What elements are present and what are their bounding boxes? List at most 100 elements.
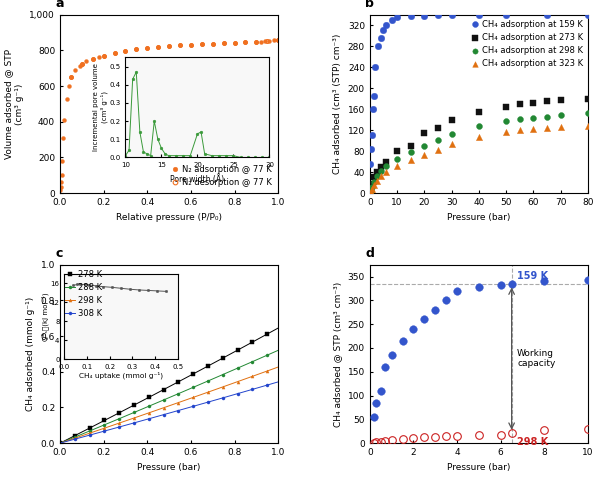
278 K bbox=[112, 412, 119, 418]
N₂ desorption @ 77 K bbox=[253, 39, 260, 45]
298 K bbox=[127, 416, 134, 422]
N₂ adsorption @ 77 K bbox=[220, 40, 227, 46]
N₂ adsorption @ 77 K bbox=[61, 117, 68, 123]
CH₄ adsorption at 273 K bbox=[369, 173, 379, 181]
N₂ adsorption @ 77 K bbox=[58, 180, 65, 186]
N₂ adsorption @ 77 K bbox=[231, 40, 238, 46]
Text: Working
capacity: Working capacity bbox=[517, 349, 556, 368]
CH₄ adsorption at 159 K bbox=[433, 11, 443, 19]
CH₄ adsorption at 273 K bbox=[447, 116, 457, 124]
CH₄ adsorption at 159 K bbox=[369, 92, 379, 100]
N₂ adsorption @ 77 K bbox=[143, 45, 151, 51]
N₂ adsorption @ 77 K bbox=[65, 83, 73, 89]
308 K bbox=[94, 430, 101, 436]
CH₄ adsorption at 273 K bbox=[367, 180, 377, 187]
Y-axis label: CH₄ adsorbed (mmol g⁻¹): CH₄ adsorbed (mmol g⁻¹) bbox=[26, 297, 35, 411]
288 K bbox=[56, 440, 64, 446]
N₂ adsorption @ 77 K bbox=[58, 172, 65, 178]
288 K bbox=[119, 414, 127, 420]
N₂ adsorption @ 77 K bbox=[71, 67, 79, 73]
CH₄ adsorption at 273 K bbox=[529, 99, 538, 107]
CH₄ adsorption at 159 K bbox=[366, 145, 376, 152]
N₂ adsorption @ 77 K bbox=[78, 61, 85, 67]
278 K bbox=[94, 421, 101, 427]
CH₄ adsorption at 159 K bbox=[447, 11, 457, 19]
298 K bbox=[112, 421, 119, 427]
Legend: 278 K, 288 K, 298 K, 308 K: 278 K, 288 K, 298 K, 308 K bbox=[62, 266, 106, 321]
CH₄ adsorption at 159 K bbox=[382, 21, 391, 29]
CH₄ adsorption at 273 K bbox=[382, 158, 391, 166]
CH₄ adsorption at 323 K bbox=[529, 125, 538, 133]
X-axis label: Pressure (bar): Pressure (bar) bbox=[447, 213, 511, 222]
Text: a: a bbox=[56, 0, 64, 10]
Text: 159 K: 159 K bbox=[517, 271, 548, 281]
CH₄ adsorption at 323 K bbox=[392, 162, 402, 170]
CH₄ adsorption at 298 K bbox=[376, 167, 386, 175]
CH₄ adsorption at 273 K bbox=[366, 185, 376, 193]
N₂ desorption @ 77 K bbox=[209, 40, 217, 46]
CH₄ adsorption at 273 K bbox=[474, 108, 484, 116]
CH₄ adsorption at 323 K bbox=[419, 151, 429, 159]
N₂ adsorption @ 77 K bbox=[133, 46, 140, 52]
Line: 308 K: 308 K bbox=[58, 380, 280, 445]
N₂ adsorption @ 77 K bbox=[155, 44, 162, 50]
N₂ adsorption @ 77 K bbox=[95, 55, 103, 60]
298 K bbox=[56, 440, 64, 446]
N₂ adsorption @ 77 K bbox=[100, 53, 107, 59]
N₂ desorption @ 77 K bbox=[155, 44, 162, 50]
CH₄ adsorption at 298 K bbox=[392, 155, 402, 163]
Legend: N₂ adsorption @ 77 K, N₂ desorption @ 77 K: N₂ adsorption @ 77 K, N₂ desorption @ 77… bbox=[167, 162, 275, 191]
288 K bbox=[275, 347, 282, 353]
N₂ adsorption @ 77 K bbox=[76, 63, 83, 69]
278 K bbox=[130, 402, 137, 408]
CH₄ adsorption at 323 K bbox=[583, 122, 593, 130]
CH₄ adsorption at 323 K bbox=[369, 181, 379, 188]
CH₄ adsorption at 159 K bbox=[367, 131, 377, 139]
N₂ desorption @ 77 K bbox=[231, 40, 238, 46]
308 K bbox=[56, 440, 64, 446]
Line: N₂ adsorption @ 77 K: N₂ adsorption @ 77 K bbox=[58, 37, 280, 192]
N₂ desorption @ 77 K bbox=[133, 46, 140, 52]
CH₄ adsorption at 298 K bbox=[366, 187, 376, 194]
308 K bbox=[275, 379, 282, 385]
CH₄ adsorption at 298 K bbox=[529, 114, 538, 122]
CH₄ adsorption at 273 K bbox=[392, 147, 402, 155]
CH₄ adsorption at 159 K bbox=[406, 12, 416, 20]
CH₄ adsorption at 273 K bbox=[515, 100, 524, 108]
CH₄ adsorption at 273 K bbox=[376, 163, 386, 171]
CH₄ adsorption at 323 K bbox=[474, 133, 484, 141]
N₂ adsorption @ 77 K bbox=[266, 38, 273, 44]
CH₄ adsorption at 298 K bbox=[447, 131, 457, 138]
X-axis label: Pressure (bar): Pressure (bar) bbox=[447, 463, 511, 471]
CH₄ adsorption at 273 K bbox=[406, 142, 416, 150]
N₂ desorption @ 77 K bbox=[220, 40, 227, 46]
CH₄ adsorption at 298 K bbox=[382, 162, 391, 170]
CH₄ adsorption at 323 K bbox=[502, 128, 511, 135]
CH₄ adsorption at 323 K bbox=[447, 140, 457, 148]
298 K bbox=[130, 415, 137, 421]
Y-axis label: CH₄ adsorbed @ STP (cm³ cm⁻³): CH₄ adsorbed @ STP (cm³ cm⁻³) bbox=[333, 281, 342, 427]
Legend: CH₄ adsorption at 159 K, CH₄ adsorption at 273 K, CH₄ adsorption at 298 K, CH₄ a: CH₄ adsorption at 159 K, CH₄ adsorption … bbox=[469, 16, 586, 72]
298 K bbox=[275, 364, 282, 370]
N₂ desorption @ 77 K bbox=[166, 43, 173, 49]
Y-axis label: Volume adsorbed @ STP
(cm³ g⁻¹): Volume adsorbed @ STP (cm³ g⁻¹) bbox=[4, 49, 24, 159]
CH₄ adsorption at 323 K bbox=[367, 185, 377, 193]
Y-axis label: CH₄ adsorbed (cm³ (STP) cm⁻³): CH₄ adsorbed (cm³ (STP) cm⁻³) bbox=[333, 34, 342, 174]
N₂ adsorption @ 77 K bbox=[275, 37, 282, 42]
CH₄ adsorption at 298 K bbox=[542, 113, 552, 121]
308 K bbox=[119, 423, 127, 429]
Line: N₂ desorption @ 77 K: N₂ desorption @ 77 K bbox=[69, 37, 280, 79]
CH₄ adsorption at 298 K bbox=[556, 112, 566, 119]
CH₄ adsorption at 323 K bbox=[372, 177, 382, 185]
CH₄ adsorption at 159 K bbox=[392, 13, 402, 21]
298 K bbox=[119, 419, 127, 425]
N₂ desorption @ 77 K bbox=[275, 37, 282, 42]
CH₄ adsorption at 273 K bbox=[419, 129, 429, 137]
N₂ desorption @ 77 K bbox=[176, 42, 184, 48]
N₂ adsorption @ 77 K bbox=[253, 39, 260, 45]
288 K bbox=[112, 417, 119, 423]
N₂ adsorption @ 77 K bbox=[166, 43, 173, 49]
CH₄ adsorption at 323 K bbox=[406, 156, 416, 164]
N₂ adsorption @ 77 K bbox=[187, 42, 194, 48]
288 K bbox=[127, 411, 134, 417]
